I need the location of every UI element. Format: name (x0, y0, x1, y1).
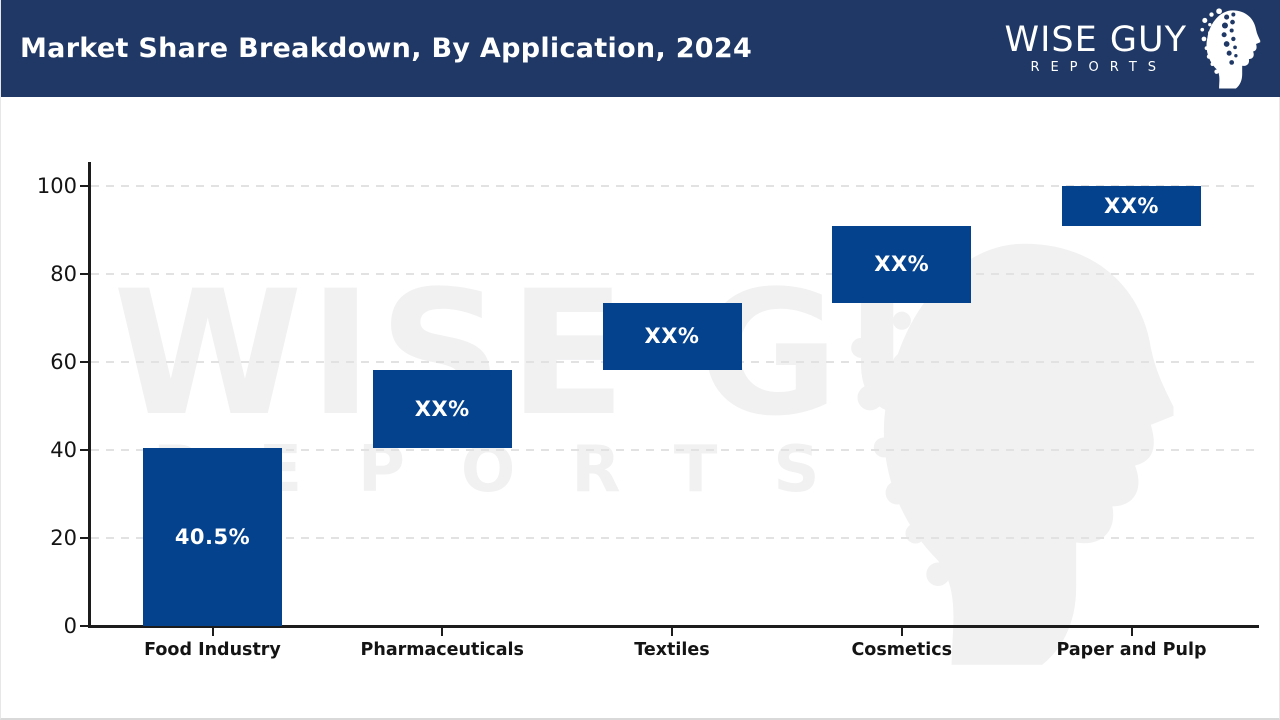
grid-line (91, 537, 1259, 539)
grid-line (91, 273, 1259, 275)
wise-guy-logo: WISE GUY REPORTS (1004, 0, 1267, 97)
y-tick-label: 100 (36, 173, 77, 198)
bar-value-label: XX% (874, 252, 930, 277)
y-axis-tick (80, 273, 88, 275)
logo-text: WISE GUY REPORTS (1004, 19, 1187, 76)
bar-value-label: 40.5% (174, 524, 251, 549)
logo-wordmark: WISE GUY (1004, 19, 1187, 60)
x-axis-tick (671, 628, 673, 636)
header-bar: Market Share Breakdown, By Application, … (1, 0, 1280, 97)
x-tick-label: Pharmaceuticals (360, 640, 524, 660)
bar-value-label: XX% (644, 324, 700, 349)
x-tick-label: Textiles (634, 640, 710, 660)
bar: 40.5% (143, 447, 282, 626)
chart-title: Market Share Breakdown, By Application, … (20, 33, 753, 64)
grid-line (91, 449, 1259, 451)
bar: XX% (1062, 186, 1201, 226)
grid-line (91, 185, 1259, 187)
x-axis-tick (211, 628, 214, 636)
y-tick-label: 0 (63, 613, 77, 638)
y-axis-tick (80, 537, 88, 539)
bar: XX% (602, 303, 742, 370)
logo-subtitle: REPORTS (1030, 60, 1168, 76)
bar: XX% (832, 225, 972, 304)
logo-head-icon (1200, 7, 1261, 88)
x-axis-tick (1130, 628, 1133, 636)
y-axis-spine (88, 162, 91, 627)
x-tick-label: Cosmetics (851, 640, 953, 660)
y-tick-label: 40 (50, 437, 77, 462)
x-tick-label: Paper and Pulp (1056, 640, 1207, 660)
y-axis-tick (80, 361, 88, 363)
bar: XX% (372, 369, 512, 448)
x-axis-tick (441, 628, 444, 636)
y-axis-tick (80, 185, 88, 187)
y-tick-label: 60 (50, 349, 77, 374)
y-tick-label: 20 (50, 525, 77, 550)
y-tick-label: 80 (50, 261, 77, 286)
x-tick-label: Food Industry (144, 640, 281, 660)
x-axis-spine (88, 625, 1259, 628)
bar-value-label: XX% (414, 396, 470, 421)
bar-value-label: XX% (1104, 193, 1159, 218)
x-axis-tick (900, 628, 903, 636)
y-axis-tick (80, 625, 88, 627)
y-axis-tick (80, 449, 88, 451)
